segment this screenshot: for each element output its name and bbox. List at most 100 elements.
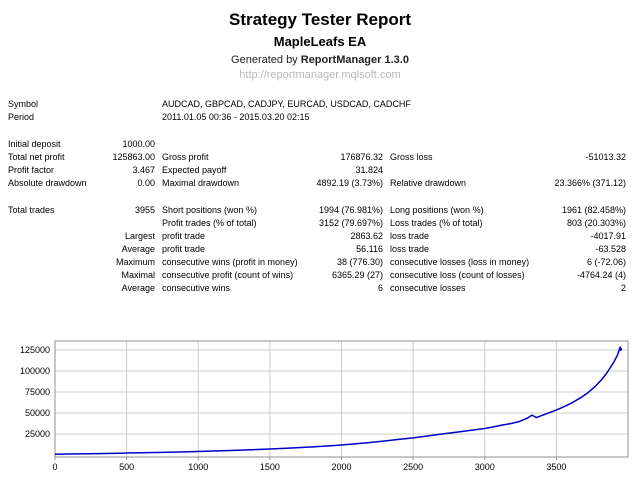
stat-label [383, 138, 543, 151]
stat-label [8, 230, 100, 243]
stat-label: Expected payoff [162, 165, 227, 175]
stat-value: 2863.62 [350, 231, 384, 241]
stat-value: -63.528 [595, 244, 627, 254]
stat-value: 6 (-72.06) [586, 257, 627, 267]
stat-label: consecutive losses [390, 283, 466, 293]
svg-text:1500: 1500 [260, 462, 280, 472]
ea-name: MapleLeafs EA [273, 34, 367, 49]
table-row-symbol: Symbol AUDCAD, GBPCAD, CADJPY, EURCAD, U… [8, 98, 626, 111]
svg-text:25000: 25000 [25, 429, 50, 439]
stat-label [155, 138, 305, 151]
stat-value: 3.467 [132, 165, 156, 175]
stat-value: 6365.29 (27) [331, 270, 384, 280]
stat-value: -51013.32 [585, 152, 627, 162]
report-header: Strategy Tester Report MapleLeafs EA Gen… [0, 0, 640, 82]
table-row: Maximum consecutive wins (profit in mone… [8, 256, 626, 269]
stat-label: Initial deposit [8, 139, 61, 149]
spacer-row [8, 124, 626, 138]
table-row: Profit trades (% of total) 3152 (79.697%… [8, 217, 626, 230]
balance-chart: 25000 50000 75000 100000 125000 0 500 1000 1500 2… [20, 340, 629, 472]
svg-text:2500: 2500 [403, 462, 423, 472]
table-row: Total trades 3955 Short positions (won %… [8, 204, 626, 217]
stat-label: Average [121, 283, 156, 293]
stat-value: 125863.00 [112, 152, 156, 162]
table-row: Average consecutive wins 6 consecutive l… [8, 282, 626, 295]
stat-value: 31.824 [355, 165, 384, 175]
balance-chart-container: 25000 50000 75000 100000 125000 0 500 1000 1500 2… [8, 339, 640, 480]
stat-value: 2 [621, 283, 627, 293]
stat-value: 2011.01.05 00:36 - 2015.03.20 02:15 [162, 112, 310, 122]
stat-label: Average [121, 244, 156, 254]
stat-label [8, 217, 100, 230]
stat-value: 803 (20.303%) [566, 218, 627, 228]
svg-text:3000: 3000 [475, 462, 495, 472]
stat-value: 38 (776.30) [336, 257, 384, 267]
generated-by-prefix: Generated by [231, 54, 298, 66]
stat-value: 23.366% (371.12) [554, 178, 627, 188]
stat-label: Absolute drawdown [8, 178, 87, 188]
stat-label: Loss trades (% of total) [390, 218, 483, 228]
report-url-link[interactable]: http://reportmanager.mqlsoft.com [239, 69, 401, 81]
stat-label: Total trades [8, 205, 55, 215]
svg-text:75000: 75000 [25, 387, 50, 397]
stat-label [8, 243, 100, 256]
generator-name: ReportManager 1.3.0 [300, 54, 409, 66]
stat-label: Maximal [121, 270, 156, 280]
stat-label: consecutive loss (count of losses) [390, 270, 525, 280]
stat-label: Largest [124, 231, 156, 241]
stat-value: -4764.24 (4) [576, 270, 627, 280]
stat-value [543, 164, 626, 177]
stat-label: Profit trades (% of total) [162, 218, 257, 228]
table-row: Profit factor 3.467 Expected payoff 31.8… [8, 164, 626, 177]
stat-label: Maximum [116, 257, 156, 267]
stat-label [8, 256, 100, 269]
stat-label: Gross profit [162, 152, 209, 162]
stat-label: consecutive profit (count of wins) [162, 270, 294, 280]
stat-value: 4892.19 (3.73%) [316, 178, 384, 188]
stat-label: Symbol [8, 99, 39, 109]
svg-text:0: 0 [52, 462, 57, 472]
table-row-period: Period 2011.01.05 00:36 - 2015.03.20 02:… [8, 111, 626, 124]
table-row: Average profit trade 56.116 loss trade -… [8, 243, 626, 256]
svg-text:100000: 100000 [20, 366, 50, 376]
stat-label: Total net profit [8, 152, 65, 162]
table-row: Total net profit 125863.00 Gross profit … [8, 151, 626, 164]
stat-label: consecutive losses (loss in money) [390, 257, 530, 267]
stat-value: 0.00 [137, 178, 156, 188]
stat-label: profit trade [162, 231, 206, 241]
page-title: Strategy Tester Report [228, 10, 411, 29]
stat-value: 1961 (82.458%) [561, 205, 627, 215]
stat-label: consecutive wins (profit in money) [162, 257, 298, 267]
spacer-row [8, 190, 626, 204]
stat-value: AUDCAD, GBPCAD, CADJPY, EURCAD, USDCAD, … [162, 99, 411, 109]
table-row: Initial deposit 1000.00 [8, 138, 626, 151]
stat-value: 3152 (79.697%) [318, 218, 384, 228]
svg-text:2000: 2000 [331, 462, 351, 472]
stat-label [383, 164, 543, 177]
stat-label: profit trade [162, 244, 206, 254]
stat-label: Short positions (won %) [162, 205, 258, 215]
stat-label: Relative drawdown [390, 178, 467, 188]
stat-value [305, 138, 383, 151]
stat-value: 1994 (76.981%) [318, 205, 384, 215]
stat-label: consecutive wins [162, 283, 231, 293]
stat-label: Maximal drawdown [162, 178, 240, 188]
stat-value: 56.116 [356, 244, 384, 254]
stat-label: Profit factor [8, 165, 55, 175]
stat-value: 3955 [134, 205, 156, 215]
report-stats-table: Symbol AUDCAD, GBPCAD, CADJPY, EURCAD, U… [8, 98, 626, 295]
svg-text:50000: 50000 [25, 408, 50, 418]
stat-label: Long positions (won %) [390, 205, 484, 215]
stat-value: 176876.32 [340, 152, 384, 162]
stat-label: loss trade [390, 231, 430, 241]
stat-value: -4017.91 [590, 231, 627, 241]
stat-label: Period [8, 112, 35, 122]
stat-label: loss trade [390, 244, 430, 254]
table-row: Largest profit trade 2863.62 loss trade … [8, 230, 626, 243]
stat-label: Gross loss [390, 152, 433, 162]
svg-text:1000: 1000 [188, 462, 208, 472]
stat-value [543, 138, 626, 151]
stat-label [8, 269, 100, 282]
generated-by-line: Generated by ReportManager 1.3.0 [0, 54, 640, 67]
